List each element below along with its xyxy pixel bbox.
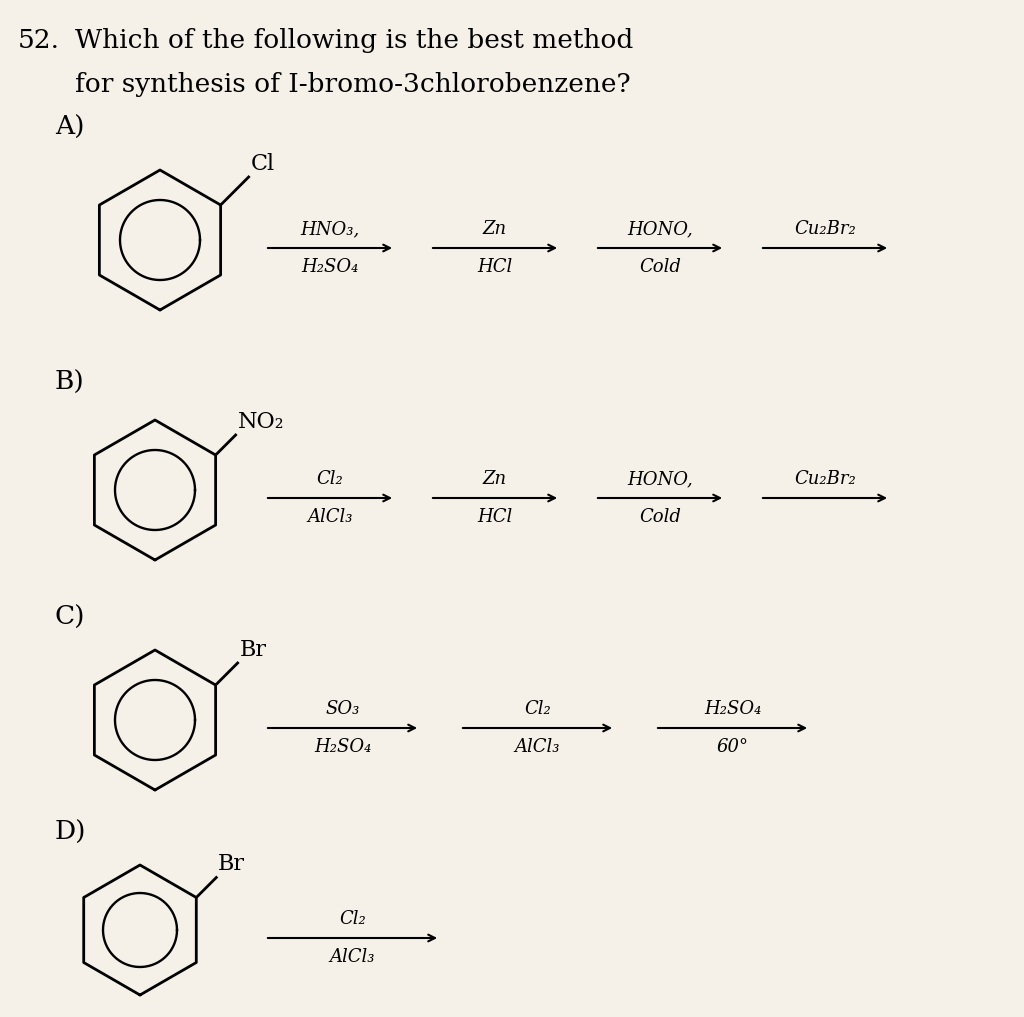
Text: Cold: Cold bbox=[639, 258, 681, 276]
Text: Cl₂: Cl₂ bbox=[316, 470, 343, 488]
Text: AlCl₃: AlCl₃ bbox=[515, 738, 560, 756]
Text: Cl₂: Cl₂ bbox=[339, 910, 366, 928]
Text: 60°: 60° bbox=[717, 738, 749, 756]
Text: B): B) bbox=[55, 370, 85, 395]
Text: A): A) bbox=[55, 115, 85, 140]
Text: Cu₂Br₂: Cu₂Br₂ bbox=[795, 470, 856, 488]
Text: Zn: Zn bbox=[483, 220, 507, 238]
Text: H₂SO₄: H₂SO₄ bbox=[301, 258, 358, 276]
Text: AlCl₃: AlCl₃ bbox=[330, 948, 375, 966]
Text: HCl: HCl bbox=[477, 258, 513, 276]
Text: SO₃: SO₃ bbox=[326, 700, 359, 718]
Text: Cl: Cl bbox=[251, 153, 274, 175]
Text: Br: Br bbox=[218, 853, 246, 876]
Text: HCl: HCl bbox=[477, 508, 513, 526]
Text: HNO₃,: HNO₃, bbox=[300, 220, 359, 238]
Text: for synthesis of I-bromo-3chlorobenzene?: for synthesis of I-bromo-3chlorobenzene? bbox=[75, 72, 631, 97]
Text: 52.: 52. bbox=[18, 28, 60, 53]
Text: AlCl₃: AlCl₃ bbox=[307, 508, 352, 526]
Text: Which of the following is the best method: Which of the following is the best metho… bbox=[75, 28, 633, 53]
Text: Cl₂: Cl₂ bbox=[524, 700, 551, 718]
Text: HONO,: HONO, bbox=[627, 470, 693, 488]
Text: Cold: Cold bbox=[639, 508, 681, 526]
Text: D): D) bbox=[55, 820, 86, 845]
Text: Br: Br bbox=[240, 639, 266, 661]
Text: H₂SO₄: H₂SO₄ bbox=[703, 700, 761, 718]
Text: HONO,: HONO, bbox=[627, 220, 693, 238]
Text: Zn: Zn bbox=[483, 470, 507, 488]
Text: Cu₂Br₂: Cu₂Br₂ bbox=[795, 220, 856, 238]
Text: NO₂: NO₂ bbox=[238, 411, 284, 433]
Text: C): C) bbox=[55, 605, 85, 630]
Text: H₂SO₄: H₂SO₄ bbox=[313, 738, 371, 756]
